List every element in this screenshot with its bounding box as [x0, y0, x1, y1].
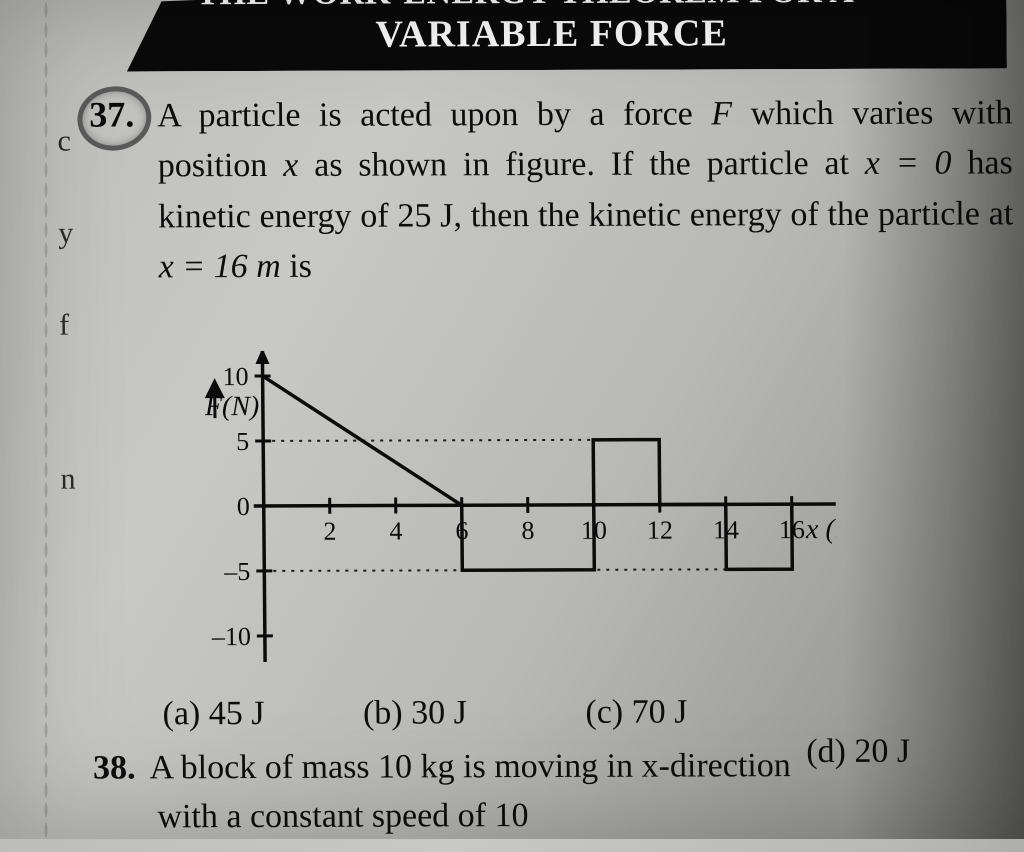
- svg-text:x (m) →: x (m) →: [805, 514, 837, 545]
- option-c: (c) 70 J: [585, 693, 687, 731]
- page: c y f n THE WORK-ENERGY THEOREM FOR A VA…: [56, 0, 1024, 852]
- svg-text:4: 4: [389, 516, 402, 545]
- q38-line1: A block of mass 10 kg is moving in: [149, 748, 641, 787]
- question-number: 37.: [89, 93, 134, 135]
- margin-letter: n: [60, 450, 76, 510]
- margin-letter: y: [58, 204, 74, 264]
- margin-letter: c: [57, 112, 73, 172]
- options-row: (a) 45 J (b) 30 J (c) 70 J (d) 20 J: [162, 692, 1024, 733]
- svg-text:5: 5: [236, 427, 249, 456]
- left-margin-letters: c y f n: [57, 112, 76, 542]
- q38-line2: with a constant speed of 10: [157, 797, 528, 835]
- svg-text:–10: –10: [211, 622, 251, 651]
- svg-text:F(N): F(N): [204, 391, 260, 422]
- svg-text:–5: –5: [223, 557, 250, 586]
- q38-number: 38.: [93, 749, 136, 786]
- question-text: A particle is acted upon by a force F wh…: [157, 88, 1014, 292]
- q38-line1-tail: x-direction: [641, 747, 790, 785]
- svg-text:8: 8: [521, 516, 534, 545]
- section-banner: THE WORK-ENERGY THEOREM FOR A VARIABLE F…: [126, 0, 1007, 71]
- banner-title-line2: VARIABLE FORCE: [116, 10, 986, 57]
- option-b: (b) 30 J: [363, 694, 467, 732]
- force-position-graph: 246810121416–10–50510F(N)x (m) →: [184, 349, 837, 681]
- svg-text:12: 12: [647, 516, 673, 545]
- svg-text:10: 10: [222, 362, 248, 391]
- svg-text:2: 2: [323, 517, 336, 546]
- binding-dots: [44, 0, 48, 839]
- graph-svg: 246810121416–10–50510F(N)x (m) →: [184, 349, 837, 681]
- margin-letter: f: [59, 296, 75, 356]
- option-a: (a) 45 J: [162, 695, 264, 733]
- svg-text:0: 0: [237, 492, 250, 521]
- question-38: 38. A block of mass 10 kg is moving in x-…: [93, 740, 1014, 842]
